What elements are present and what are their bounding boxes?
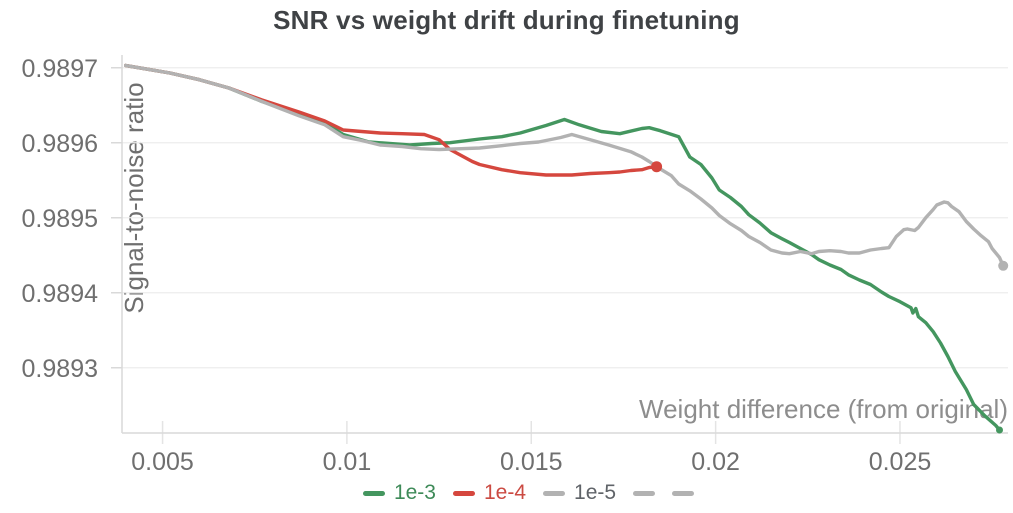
y-tick-label: 0.9894 (22, 280, 99, 308)
legend-dash-icon (452, 490, 475, 496)
series-line-1e-4 (123, 63, 659, 177)
series-end-marker-1e-4 (651, 161, 663, 173)
x-tick-label: 0.02 (691, 448, 740, 476)
series-end-marker-1e-5 (998, 260, 1009, 271)
legend-label: 1e-3 (393, 481, 436, 504)
x-tick-label: 0.01 (323, 448, 372, 476)
legend-label: 1e-4 (483, 481, 527, 504)
legend-item-unlabeled (672, 490, 695, 496)
legend-item-unlabeled (633, 490, 656, 496)
chart-title: SNR vs weight drift during finetuning (273, 5, 740, 35)
legend-dash-icon (633, 490, 656, 496)
series-end-marker-1e-3 (996, 426, 1003, 434)
y-tick-label: 0.9897 (22, 55, 98, 83)
y-tick-label: 0.9893 (22, 355, 98, 383)
y-axis-title: Signal-to-noise ratio (119, 82, 149, 313)
legend-dash-icon (672, 490, 695, 496)
y-tick-label: 0.9896 (22, 130, 98, 158)
series-line-1e-3 (123, 63, 1002, 432)
x-tick-label: 0.015 (500, 448, 563, 476)
x-tick-label: 0.025 (869, 448, 932, 476)
series-line-1e-5 (123, 63, 1005, 268)
legend-item-1e-5: 1e-5 (543, 481, 616, 505)
legend-dash-icon (543, 490, 566, 496)
y-tick-label: 0.9895 (22, 205, 98, 233)
x-axis-title: Weight difference (from original) (639, 394, 1008, 424)
x-tick-label: 0.005 (131, 448, 194, 476)
legend-item-1e-4: 1e-4 (452, 481, 527, 505)
chart-legend: 1e-3 1e-4 1e-5 (22, 481, 1013, 505)
legend-label: 1e-5 (574, 481, 617, 504)
legend-item-1e-3: 1e-3 (362, 481, 436, 505)
legend-dash-icon (362, 490, 385, 496)
